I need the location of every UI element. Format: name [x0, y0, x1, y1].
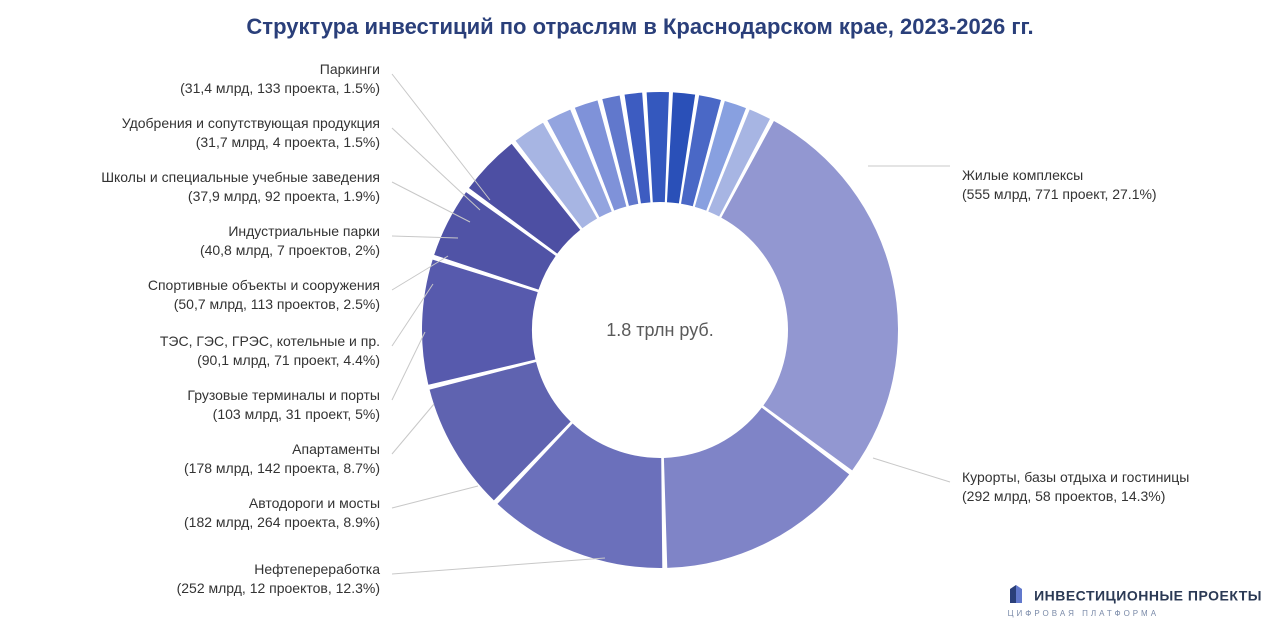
brand-line2: ЦИФРОВАЯ ПЛАТФОРМА	[1008, 609, 1262, 618]
slice-label: Курорты, базы отдыха и гостиницы(292 млр…	[962, 468, 1189, 506]
slice-name: Апартаменты	[184, 440, 380, 459]
slice-label: Спортивные объекты и сооружения(50,7 млр…	[148, 276, 380, 314]
slice-label: Паркинги(31,4 млрд, 133 проекта, 1.5%)	[180, 60, 380, 98]
slice-detail: (182 млрд, 264 проекта, 8.9%)	[184, 513, 380, 532]
brand-line1: ИНВЕСТИЦИОННЫЕ ПРОЕКТЫ	[1034, 588, 1262, 604]
slice-name: ТЭС, ГЭС, ГРЭС, котельные и пр.	[160, 332, 380, 351]
slice-name: Спортивные объекты и сооружения	[148, 276, 380, 295]
slice-label: Автодороги и мосты(182 млрд, 264 проекта…	[184, 494, 380, 532]
slice-name: Курорты, базы отдыха и гостиницы	[962, 468, 1189, 487]
slice-detail: (37,9 млрд, 92 проекта, 1.9%)	[101, 187, 380, 206]
donut-slice	[721, 121, 898, 470]
slice-label: Школы и специальные учебные заведения(37…	[101, 168, 380, 206]
chart-title: Структура инвестиций по отраслям в Красн…	[0, 14, 1280, 40]
slice-name: Автодороги и мосты	[184, 494, 380, 513]
slice-detail: (31,7 млрд, 4 проекта, 1.5%)	[122, 133, 380, 152]
slice-detail: (90,1 млрд, 71 проект, 4.4%)	[160, 351, 380, 370]
slice-detail: (178 млрд, 142 проекта, 8.7%)	[184, 459, 380, 478]
slice-detail: (31,4 млрд, 133 проекта, 1.5%)	[180, 79, 380, 98]
slice-detail: (50,7 млрд, 113 проектов, 2.5%)	[148, 295, 380, 314]
slice-label: Индустриальные парки(40,8 млрд, 7 проект…	[200, 222, 380, 260]
donut-slice	[647, 92, 669, 202]
donut-chart: 1.8 трлн руб.	[400, 70, 920, 590]
slice-label: Жилые комплексы(555 млрд, 771 проект, 27…	[962, 166, 1157, 204]
slice-label: Грузовые терминалы и порты(103 млрд, 31 …	[187, 386, 380, 424]
slice-name: Паркинги	[180, 60, 380, 79]
brand-block: ИНВЕСТИЦИОННЫЕ ПРОЕКТЫ ЦИФРОВАЯ ПЛАТФОРМ…	[1008, 585, 1262, 618]
slice-label: Апартаменты(178 млрд, 142 проекта, 8.7%)	[184, 440, 380, 478]
slice-name: Нефтепереработка	[177, 560, 380, 579]
slice-name: Индустриальные парки	[200, 222, 380, 241]
slice-label: Нефтепереработка(252 млрд, 12 проектов, …	[177, 560, 380, 598]
slice-name: Жилые комплексы	[962, 166, 1157, 185]
slice-detail: (555 млрд, 771 проект, 27.1%)	[962, 185, 1157, 204]
donut-svg	[400, 70, 920, 590]
slice-label: ТЭС, ГЭС, ГРЭС, котельные и пр.(90,1 млр…	[160, 332, 380, 370]
brand-icon	[1008, 585, 1024, 608]
slice-name: Школы и специальные учебные заведения	[101, 168, 380, 187]
slice-detail: (40,8 млрд, 7 проектов, 2%)	[200, 241, 380, 260]
slice-label: Удобрения и сопутствующая продукция(31,7…	[122, 114, 380, 152]
slice-name: Удобрения и сопутствующая продукция	[122, 114, 380, 133]
slice-detail: (252 млрд, 12 проектов, 12.3%)	[177, 579, 380, 598]
slice-detail: (103 млрд, 31 проект, 5%)	[187, 405, 380, 424]
slice-detail: (292 млрд, 58 проектов, 14.3%)	[962, 487, 1189, 506]
slice-name: Грузовые терминалы и порты	[187, 386, 380, 405]
